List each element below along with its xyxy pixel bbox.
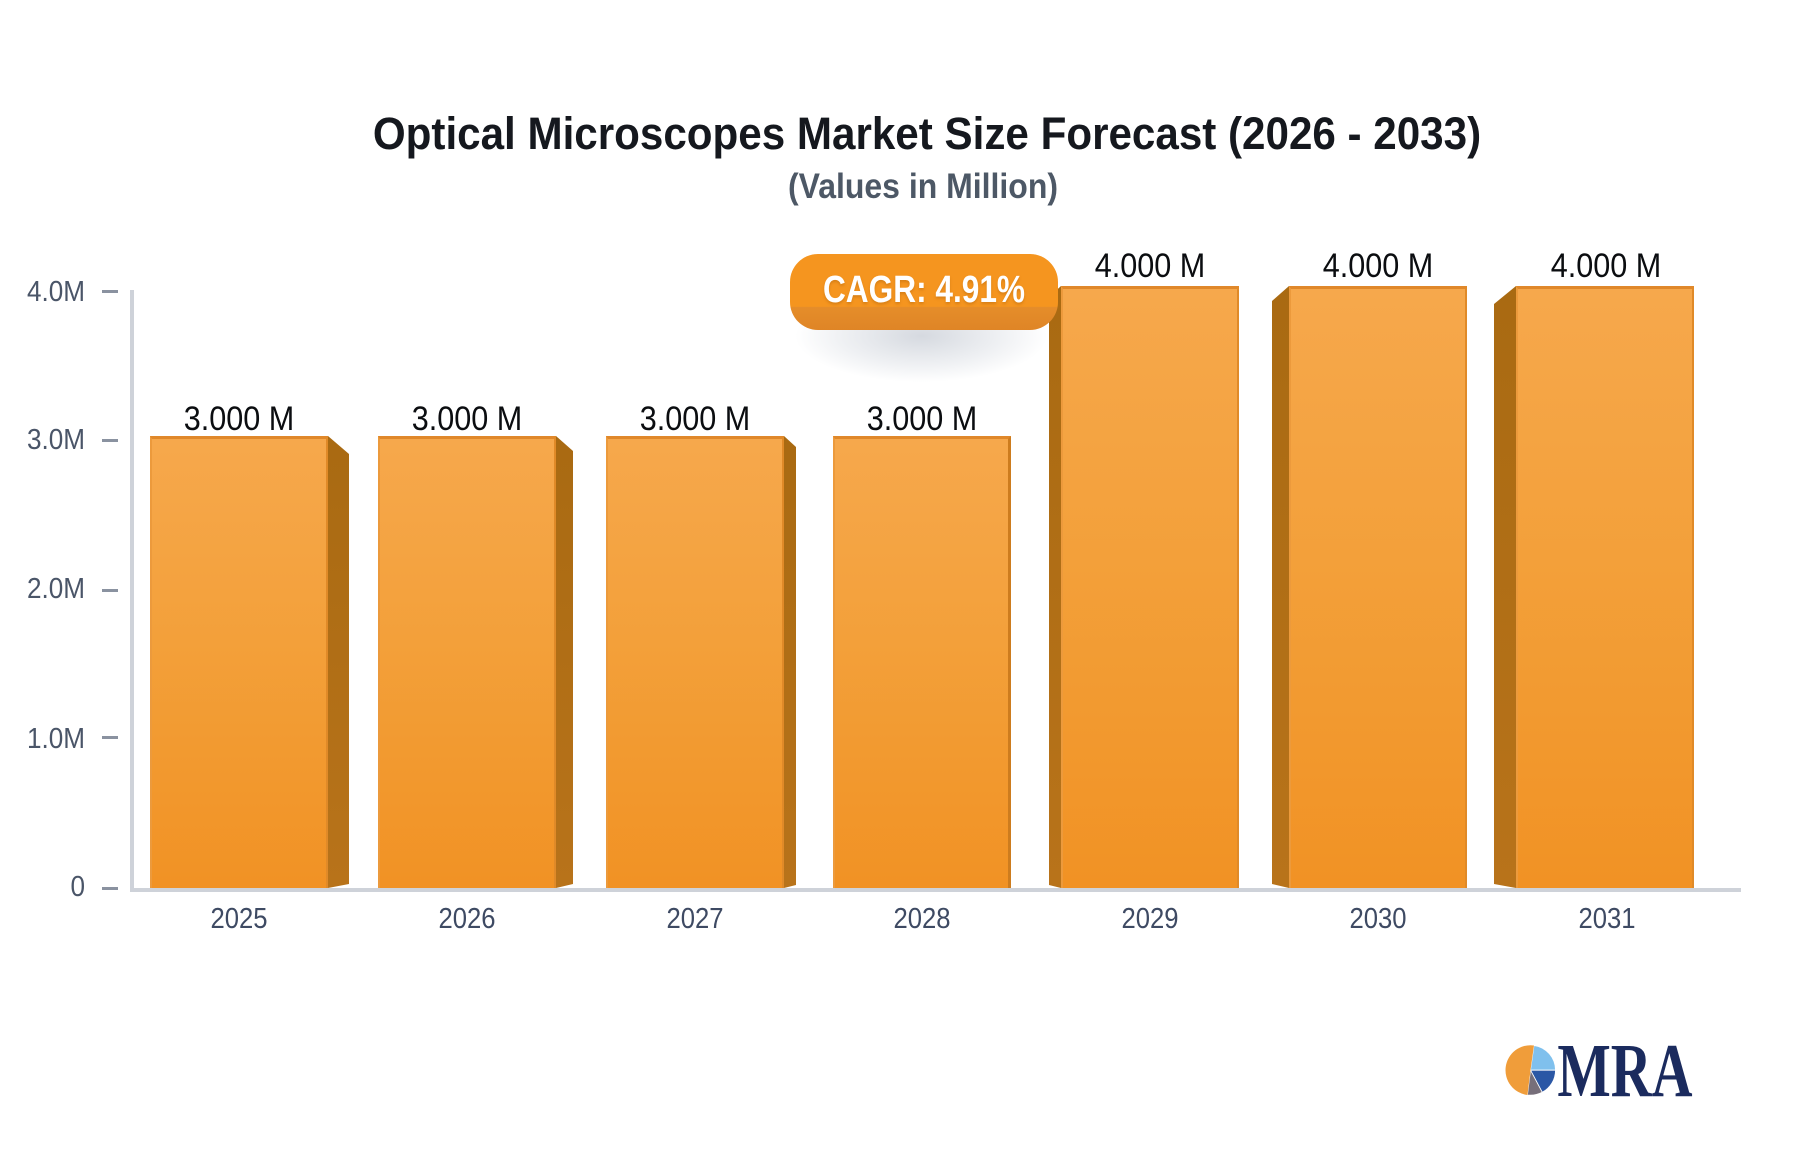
svg-text:MRA: MRA	[1557, 1030, 1692, 1113]
